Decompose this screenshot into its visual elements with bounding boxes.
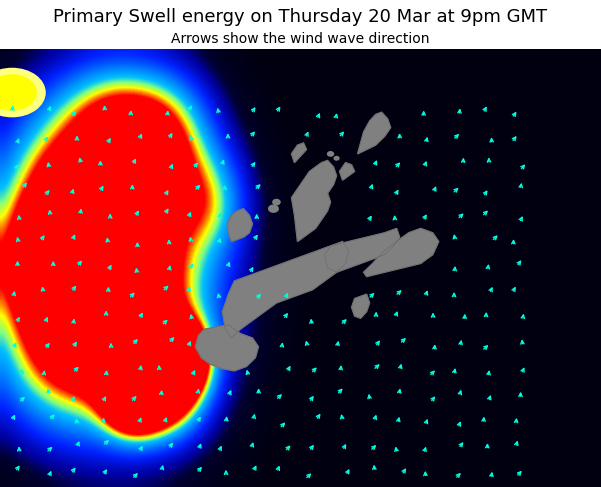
Circle shape — [273, 200, 280, 205]
Text: Primary Swell energy on Thursday 20 Mar at 9pm GMT: Primary Swell energy on Thursday 20 Mar … — [53, 8, 548, 26]
Polygon shape — [364, 228, 439, 277]
Circle shape — [269, 205, 278, 212]
Circle shape — [0, 68, 45, 116]
Polygon shape — [340, 163, 355, 180]
Polygon shape — [291, 161, 337, 242]
Polygon shape — [227, 208, 252, 242]
Polygon shape — [325, 228, 400, 272]
Text: Arrows show the wind wave direction: Arrows show the wind wave direction — [171, 32, 430, 46]
Circle shape — [0, 75, 36, 110]
Circle shape — [334, 156, 339, 160]
Polygon shape — [291, 143, 307, 163]
Polygon shape — [358, 112, 391, 154]
Polygon shape — [195, 325, 258, 371]
Polygon shape — [352, 294, 370, 318]
Circle shape — [328, 151, 334, 156]
Polygon shape — [222, 242, 349, 338]
